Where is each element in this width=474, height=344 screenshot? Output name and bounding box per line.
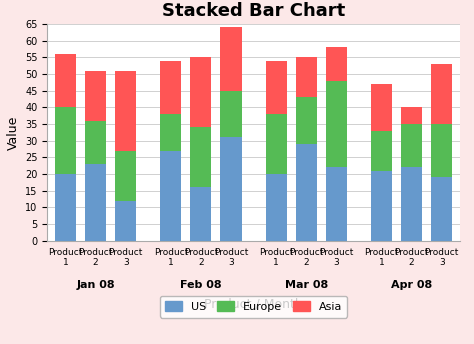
Bar [115,201,136,241]
Bar [85,121,106,164]
Bar [326,81,347,168]
Bar [326,168,347,241]
Bar [220,91,242,138]
Bar [115,151,136,201]
Bar [431,124,452,178]
Bar [265,174,287,241]
Bar [371,131,392,171]
Text: Feb 08: Feb 08 [180,280,222,290]
Bar [115,71,136,151]
X-axis label: Product / Month: Product / Month [204,298,303,311]
Title: Stacked Bar Chart: Stacked Bar Chart [162,2,345,20]
Bar [371,84,392,131]
Bar [371,171,392,241]
Bar [160,114,182,151]
Bar [296,144,317,241]
Bar [265,114,287,174]
Text: Mar 08: Mar 08 [285,280,328,290]
Bar [401,168,422,241]
Text: Apr 08: Apr 08 [391,280,432,290]
Bar [85,164,106,241]
Text: Jan 08: Jan 08 [76,280,115,290]
Bar [220,138,242,241]
Bar [265,61,287,114]
Bar [296,97,317,144]
Bar [191,187,211,241]
Bar [55,107,76,174]
Y-axis label: Value: Value [7,115,19,150]
Bar [85,71,106,121]
Bar [296,57,317,97]
Legend: US, Europe, Asia: US, Europe, Asia [160,296,347,318]
Bar [326,47,347,81]
Bar [401,107,422,124]
Bar [55,174,76,241]
Bar [431,64,452,124]
Bar [160,61,182,114]
Bar [160,151,182,241]
Bar [220,28,242,91]
Bar [431,178,452,241]
Bar [191,57,211,127]
Bar [55,54,76,107]
Bar [401,124,422,168]
Bar [191,127,211,187]
